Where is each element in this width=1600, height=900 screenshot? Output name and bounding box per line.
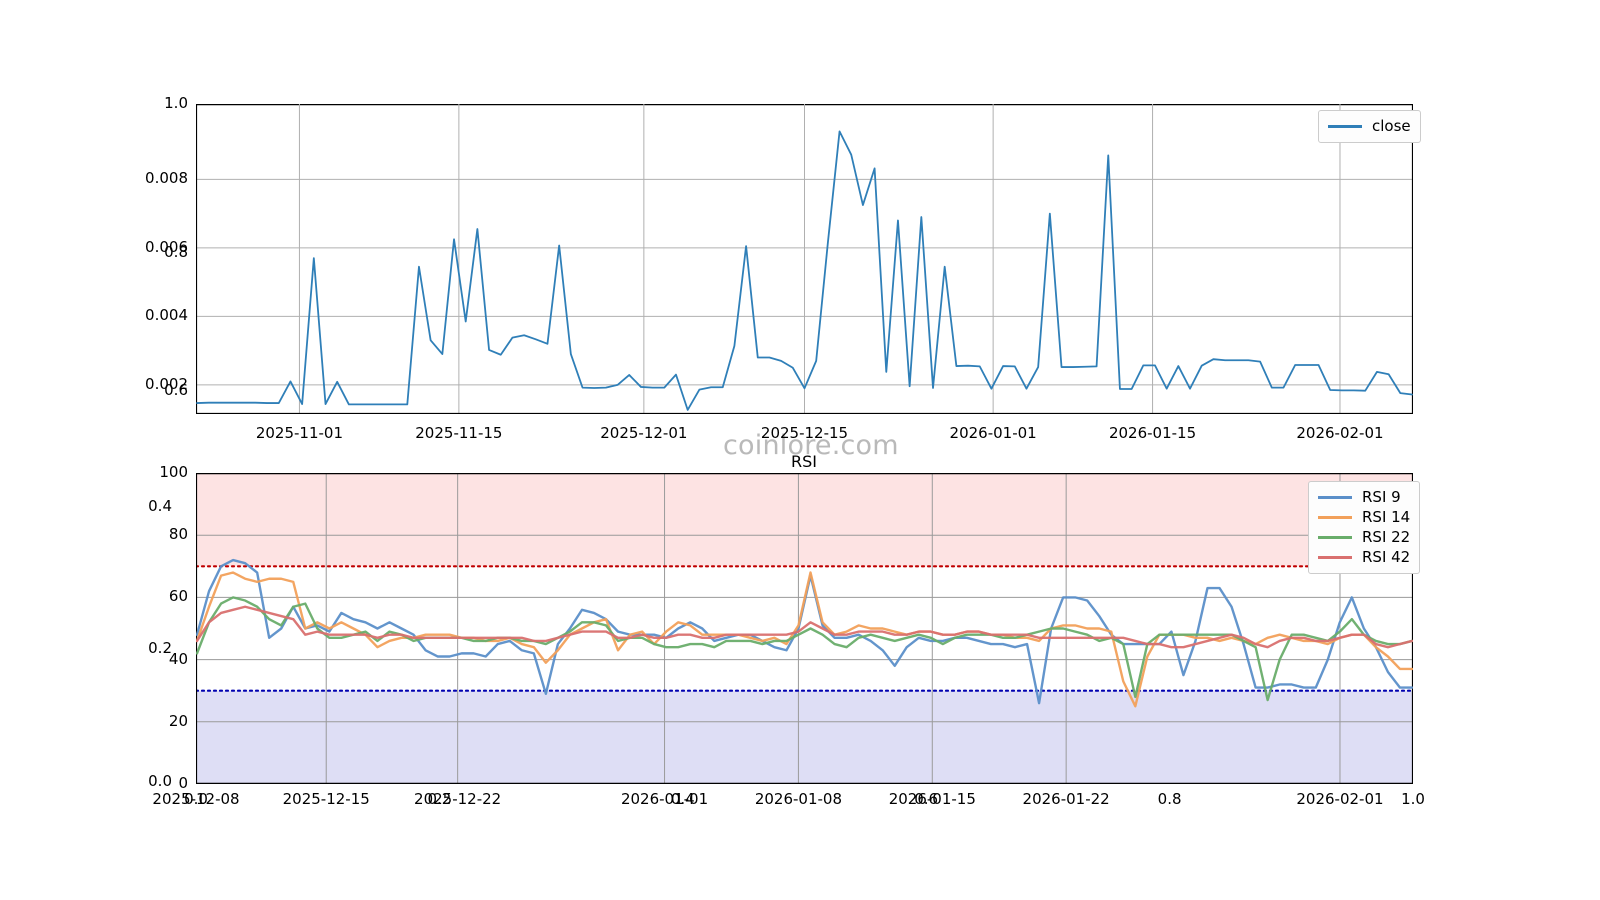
price-xtick-2026-01-01: 2026-01-01 [949, 424, 1037, 442]
price-ytick-secondary-1.0: 1.0 [164, 94, 188, 112]
legend-label-rsi-14: RSI 14 [1362, 508, 1411, 526]
price-xtick-2025-11-01: 2025-11-01 [255, 424, 344, 442]
rsi-xtick-2025-12-08: 2025-12-08 [152, 790, 240, 808]
rsi-xtick-secondary-0.8: 0.8 [1157, 790, 1182, 808]
legend-label-close: close [1372, 117, 1411, 135]
rsi-ytick-80: 80 [168, 525, 188, 544]
price-xtick-2025-12-01: 2025-12-01 [600, 424, 688, 442]
legend-item-rsi-22[interactable]: RSI 22 [1318, 527, 1410, 547]
legend-label-rsi-9: RSI 9 [1362, 488, 1401, 506]
watermark: coinlore.com [723, 430, 899, 461]
rsi-xtick-2026-02-01: 2026-02-01 [1296, 790, 1384, 808]
rsi-ytick-secondary-0.0: 0.0 [148, 772, 172, 791]
price-xtick-2025-12-15: 2025-12-15 [760, 424, 849, 442]
rsi-panel [196, 473, 1413, 784]
price-xtick-2026-02-01: 2026-02-01 [1296, 424, 1384, 442]
rsi-ytick-20: 20 [168, 711, 188, 730]
rsi-xtick-2026-01-01: 2026-01-01 [620, 790, 709, 808]
rsi-legend[interactable]: RSI 9 RSI 14 RSI 22 RSI 42 [1308, 481, 1421, 574]
rsi-xtick-secondary-0.0: 0.0 [184, 790, 208, 808]
price-xtick-2025-11-15: 2025-11-15 [415, 424, 503, 442]
price-xtick-2026-01-15: 2026-01-15 [1108, 424, 1197, 442]
price-plot-area [196, 104, 1413, 414]
legend-item-rsi-14[interactable]: RSI 14 [1318, 507, 1410, 527]
legend-item-rsi-42[interactable]: RSI 42 [1318, 547, 1410, 567]
rsi-ytick-60: 60 [168, 587, 188, 606]
rsi-xtick-secondary-1.0: 1.0 [1401, 790, 1425, 808]
rsi-ytick-0: 0 [178, 774, 188, 792]
rsi-xtick-2026-01-08: 2026-01-08 [754, 790, 842, 808]
legend-swatch-rsi-9 [1318, 495, 1352, 499]
price-ytick-0.004: 0.004 [145, 306, 188, 325]
price-ytick-0.006: 0.006 [145, 237, 188, 256]
legend-swatch-rsi-14 [1318, 515, 1352, 519]
legend-swatch-rsi-22 [1318, 535, 1352, 539]
rsi-ytick-secondary-0.2: 0.2 [148, 638, 172, 657]
rsi-xtick-secondary-0.6: 0.6 [914, 790, 939, 808]
rsi-plot-area [196, 473, 1413, 784]
legend-label-rsi-22: RSI 22 [1362, 528, 1411, 546]
rsi-xtick-secondary-0.4: 0.4 [670, 790, 695, 808]
price-ytick-secondary-0.8: 0.8 [164, 243, 188, 261]
rsi-xtick-2026-01-22: 2026-01-22 [1022, 790, 1110, 808]
rsi-title: RSI [791, 452, 817, 471]
legend-item-close[interactable]: close [1328, 116, 1411, 136]
legend-swatch-close [1328, 124, 1362, 128]
rsi-ytick-40: 40 [168, 649, 188, 668]
price-panel [196, 104, 1413, 414]
rsi-ytick-secondary-0.4: 0.4 [148, 497, 172, 516]
price-ytick-secondary-0.6: 0.6 [164, 380, 188, 399]
legend-label-rsi-42: RSI 42 [1362, 548, 1411, 566]
legend-item-rsi-9[interactable]: RSI 9 [1318, 487, 1410, 507]
rsi-ytick-100: 100 [159, 463, 188, 481]
price-legend[interactable]: close [1318, 110, 1421, 143]
price-line-close [196, 130, 1413, 411]
price-ytick-0.002: 0.002 [145, 374, 188, 393]
price-ytick-0.008: 0.008 [145, 169, 188, 188]
rsi-line-rsi-14 [196, 571, 1413, 708]
rsi-xtick-2026-01-15: 2026-01-15 [888, 790, 976, 808]
legend-swatch-rsi-42 [1318, 555, 1352, 559]
rsi-xtick-secondary-0.2: 0.2 [427, 790, 452, 808]
rsi-xtick-2025-12-22: 2025-12-22 [414, 790, 502, 808]
rsi-xtick-2025-12-15: 2025-12-15 [282, 790, 370, 808]
rsi-line-rsi-42 [196, 605, 1413, 649]
